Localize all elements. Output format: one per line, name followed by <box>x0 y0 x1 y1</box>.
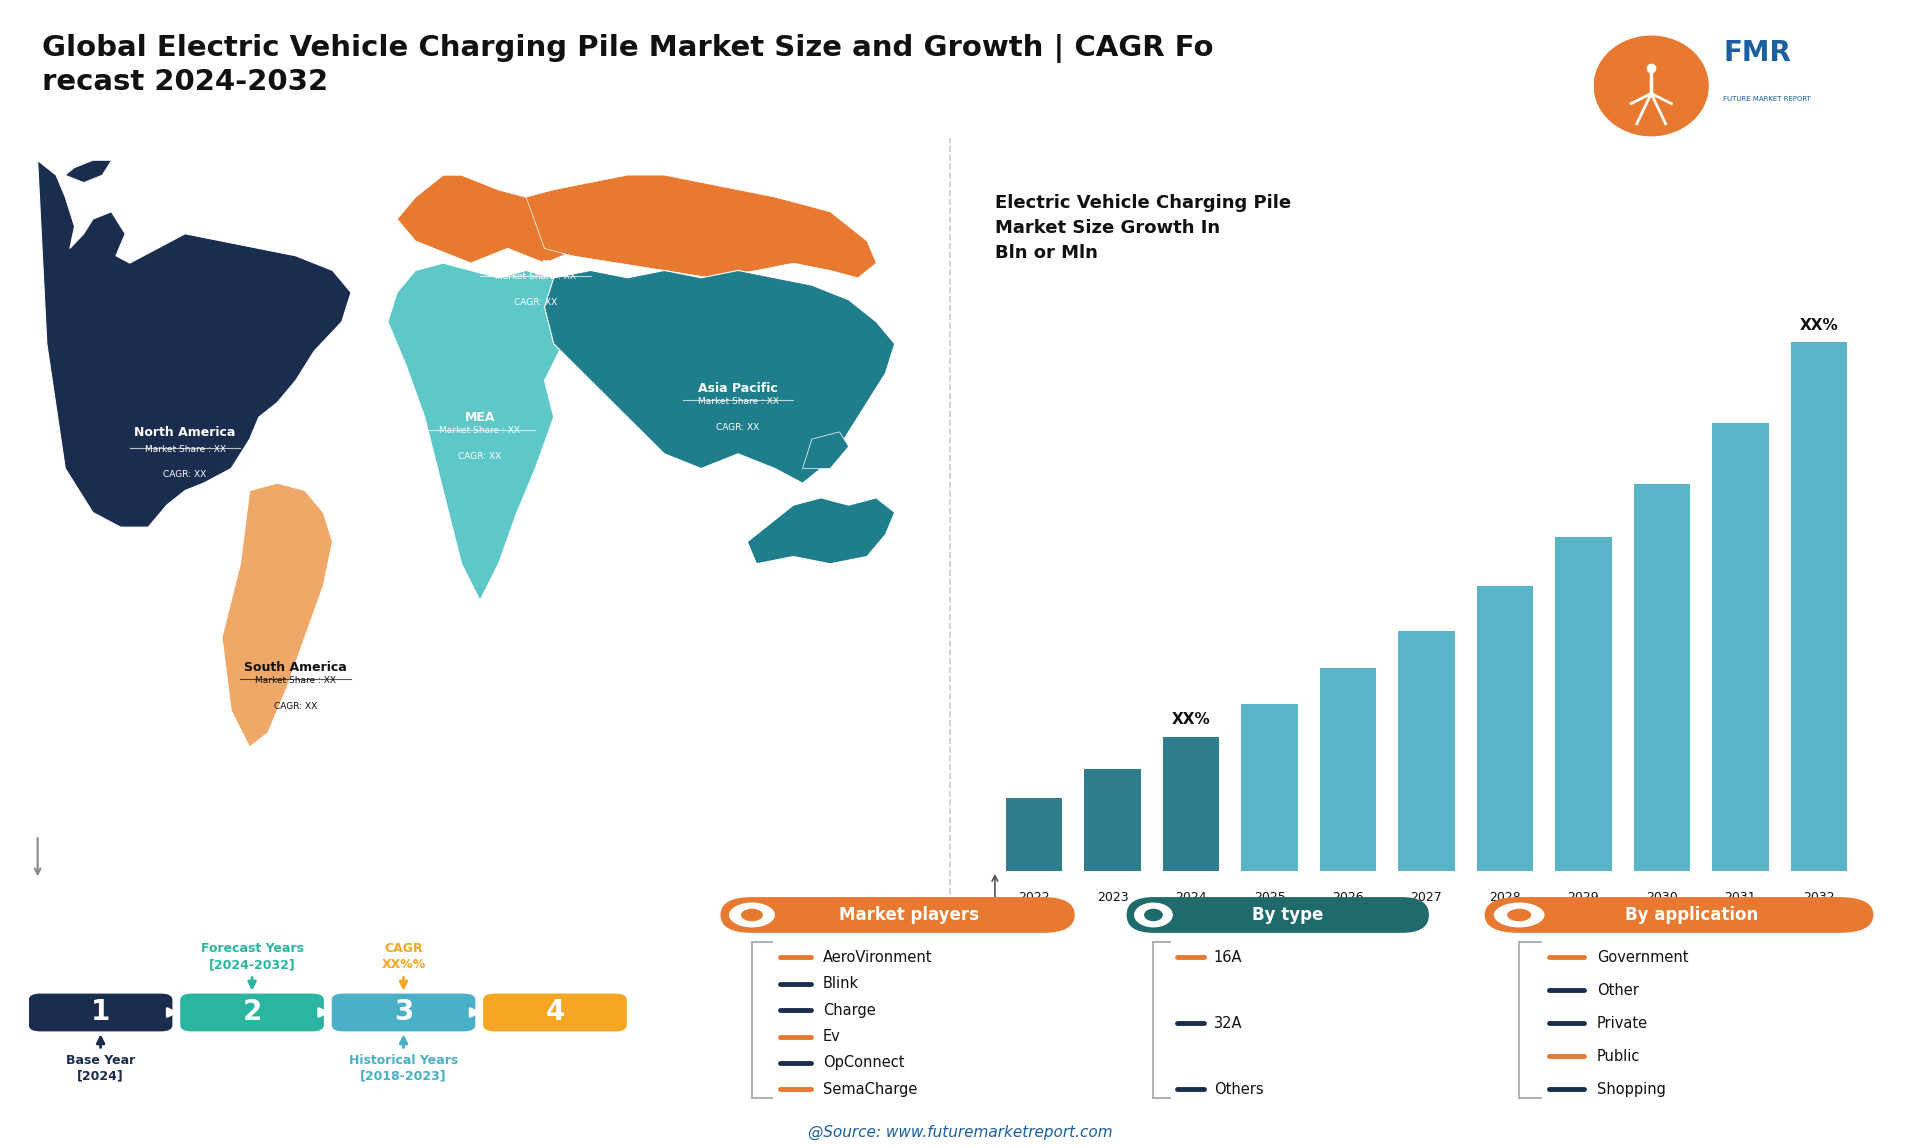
Bar <box>1006 798 1062 871</box>
Text: Market Share : XX: Market Share : XX <box>144 445 225 454</box>
Text: 2029: 2029 <box>1567 892 1599 904</box>
Text: Other: Other <box>1597 983 1640 998</box>
Text: By application: By application <box>1626 906 1759 924</box>
Polygon shape <box>388 264 572 601</box>
Text: MEA: MEA <box>465 411 495 424</box>
FancyBboxPatch shape <box>1127 897 1428 933</box>
Text: FUTURE MARKET REPORT: FUTURE MARKET REPORT <box>1722 95 1811 102</box>
Text: Private: Private <box>1597 1015 1647 1031</box>
Text: CAGR: XX: CAGR: XX <box>716 423 760 432</box>
Bar <box>1085 769 1140 871</box>
Text: 2032: 2032 <box>1803 892 1836 904</box>
FancyBboxPatch shape <box>180 994 324 1031</box>
Text: CAGR: XX: CAGR: XX <box>459 453 501 461</box>
FancyBboxPatch shape <box>29 994 173 1031</box>
Bar <box>1476 586 1534 871</box>
Text: Forecast Years
[2024-2032]: Forecast Years [2024-2032] <box>200 942 303 972</box>
Text: Europe: Europe <box>511 258 561 270</box>
Text: North America: North America <box>134 426 236 439</box>
Text: Market Share : XX: Market Share : XX <box>440 426 520 435</box>
Text: 2026: 2026 <box>1332 892 1363 904</box>
Polygon shape <box>223 484 332 747</box>
Text: 2024: 2024 <box>1175 892 1208 904</box>
Text: Market players: Market players <box>839 906 979 924</box>
Text: Ev: Ev <box>824 1029 841 1044</box>
Text: 16A: 16A <box>1213 950 1242 965</box>
Text: 2022: 2022 <box>1018 892 1050 904</box>
Bar <box>1242 704 1298 871</box>
Text: 32A: 32A <box>1213 1015 1242 1031</box>
Text: FMR: FMR <box>1722 39 1791 68</box>
Text: Government: Government <box>1597 950 1688 965</box>
Text: CAGR
XX%%: CAGR XX%% <box>382 942 426 972</box>
Text: @Source: www.futuremarketreport.com: @Source: www.futuremarketreport.com <box>808 1125 1112 1140</box>
Circle shape <box>728 901 776 928</box>
Text: Electric Vehicle Charging Pile
Market Size Growth In
Bln or Mln: Electric Vehicle Charging Pile Market Si… <box>995 194 1290 262</box>
Text: CAGR: XX: CAGR: XX <box>515 298 557 307</box>
Text: Historical Years
[2018-2023]: Historical Years [2018-2023] <box>349 1054 459 1083</box>
Bar <box>1634 485 1690 871</box>
Polygon shape <box>545 270 895 484</box>
Circle shape <box>741 909 762 921</box>
Bar <box>1791 342 1847 871</box>
Text: Base Year
[2024]: Base Year [2024] <box>65 1054 134 1083</box>
Text: Public: Public <box>1597 1049 1640 1063</box>
Text: XX%: XX% <box>1799 317 1837 332</box>
Text: 2023: 2023 <box>1096 892 1129 904</box>
Text: XX%: XX% <box>1171 713 1210 728</box>
Text: Global Electric Vehicle Charging Pile Market Size and Growth | CAGR Fo
recast 20: Global Electric Vehicle Charging Pile Ma… <box>42 34 1213 96</box>
Circle shape <box>1594 36 1709 136</box>
Text: 1: 1 <box>90 998 109 1027</box>
Text: Asia Pacific: Asia Pacific <box>699 382 778 395</box>
Text: Shopping: Shopping <box>1597 1082 1667 1097</box>
Circle shape <box>1492 901 1546 928</box>
FancyBboxPatch shape <box>332 994 476 1031</box>
Text: OpConnect: OpConnect <box>824 1055 904 1070</box>
Text: SemaCharge: SemaCharge <box>824 1082 918 1097</box>
Bar <box>1555 537 1611 871</box>
Text: AeroVironment: AeroVironment <box>824 950 933 965</box>
Text: 2030: 2030 <box>1645 892 1678 904</box>
Polygon shape <box>526 175 876 277</box>
Text: CAGR: XX: CAGR: XX <box>275 701 317 711</box>
Polygon shape <box>38 160 351 527</box>
Text: 2031: 2031 <box>1724 892 1757 904</box>
Text: 2: 2 <box>242 998 261 1027</box>
Bar <box>1319 667 1377 871</box>
Circle shape <box>1507 909 1532 921</box>
Text: Market Share : XX: Market Share : XX <box>255 676 336 685</box>
Text: Market Share : XX: Market Share : XX <box>697 398 778 406</box>
Polygon shape <box>747 497 895 564</box>
Text: CAGR: XX: CAGR: XX <box>163 471 207 479</box>
Text: South America: South America <box>244 661 348 674</box>
Text: 4: 4 <box>545 998 564 1027</box>
Circle shape <box>1144 909 1164 921</box>
Text: Others: Others <box>1213 1082 1263 1097</box>
Text: By type: By type <box>1252 906 1323 924</box>
Text: 3: 3 <box>394 998 413 1027</box>
Polygon shape <box>803 432 849 469</box>
FancyBboxPatch shape <box>1484 897 1874 933</box>
Polygon shape <box>397 175 582 264</box>
FancyBboxPatch shape <box>720 897 1075 933</box>
Bar <box>1398 631 1455 871</box>
Bar <box>1164 737 1219 871</box>
Text: 2028: 2028 <box>1490 892 1521 904</box>
FancyBboxPatch shape <box>484 994 626 1031</box>
Text: 2027: 2027 <box>1411 892 1442 904</box>
Bar <box>1713 423 1768 871</box>
Polygon shape <box>65 160 111 182</box>
Text: Market Share : XX: Market Share : XX <box>495 273 576 282</box>
Text: Blink: Blink <box>824 976 858 991</box>
Circle shape <box>1133 901 1175 928</box>
Text: 2025: 2025 <box>1254 892 1284 904</box>
Text: Charge: Charge <box>824 1003 876 1018</box>
